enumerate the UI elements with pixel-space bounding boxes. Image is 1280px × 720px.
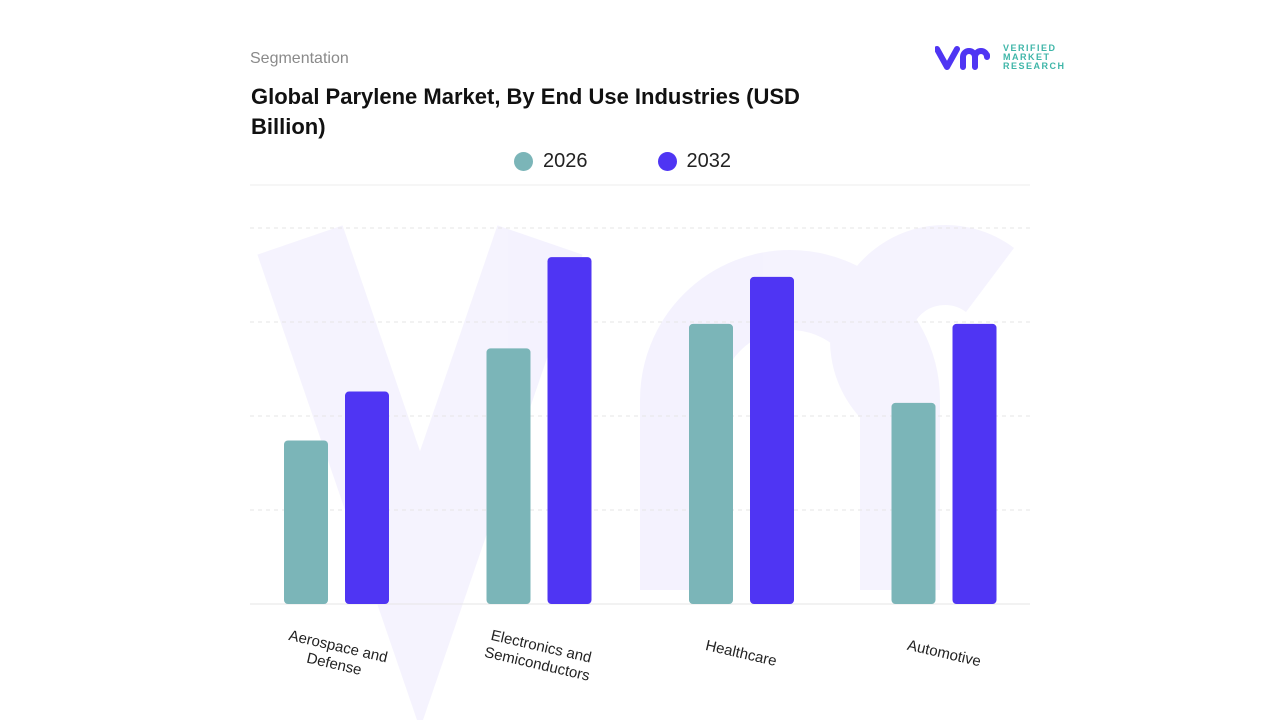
legend-swatch-2026 xyxy=(514,152,533,171)
watermark xyxy=(257,225,1014,720)
legend-label: 2026 xyxy=(543,150,588,172)
bar-2032-3[interactable] xyxy=(952,323,997,604)
legend-label: 2032 xyxy=(686,150,732,172)
logo-text-1: VERIFIED xyxy=(1003,43,1057,53)
bar-2032-2[interactable] xyxy=(750,276,794,604)
bar-2026-2[interactable] xyxy=(689,323,733,604)
vmr-logo: VERIFIED MARKET RESEARCH xyxy=(935,44,1066,71)
logo-text-2: MARKET xyxy=(1003,52,1051,62)
bar-2032-0[interactable] xyxy=(345,391,389,604)
legend-swatch-2032 xyxy=(657,152,677,171)
legend-item-2026[interactable]: 2026 xyxy=(514,150,588,173)
bar-2026-1[interactable] xyxy=(486,348,531,604)
bar-2026-0[interactable] xyxy=(284,440,328,604)
logo-text-3: RESEARCH xyxy=(1003,61,1066,71)
vmr-logo-mark-icon xyxy=(935,45,990,70)
legend-item-2032[interactable]: 2032 xyxy=(657,150,732,173)
bar-2032-1[interactable] xyxy=(547,257,592,604)
chart-title: Global Parylene Market, By End Use Indus… xyxy=(251,84,800,139)
segment-label: Segmentation xyxy=(250,50,349,67)
bar-2026-3[interactable] xyxy=(891,402,936,604)
legend: 2026 2032 xyxy=(514,150,731,173)
